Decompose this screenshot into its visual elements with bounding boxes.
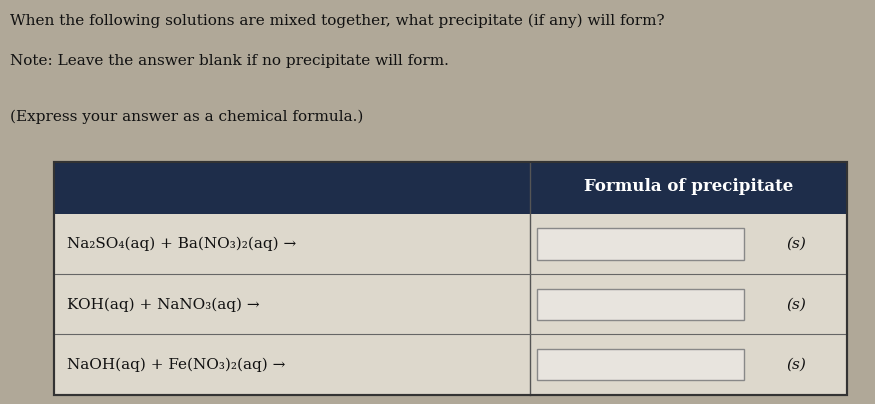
Text: (s): (s) <box>786 358 806 372</box>
Text: Formula of precipitate: Formula of precipitate <box>584 179 794 196</box>
Text: (s): (s) <box>786 297 806 311</box>
Bar <box>537 229 745 260</box>
Text: NaOH(aq) + Fe(NO₃)₂(aq) →: NaOH(aq) + Fe(NO₃)₂(aq) → <box>66 357 285 372</box>
Text: (Express your answer as a chemical formula.): (Express your answer as a chemical formu… <box>10 110 363 124</box>
Bar <box>537 289 745 320</box>
Text: Note: Leave the answer blank if no precipitate will form.: Note: Leave the answer blank if no preci… <box>10 54 449 67</box>
Text: Na₂SO₄(aq) + Ba(NO₃)₂(aq) →: Na₂SO₄(aq) + Ba(NO₃)₂(aq) → <box>66 237 296 251</box>
Text: KOH(aq) + NaNO₃(aq) →: KOH(aq) + NaNO₃(aq) → <box>66 297 259 311</box>
Text: When the following solutions are mixed together, what precipitate (if any) will : When the following solutions are mixed t… <box>10 13 665 28</box>
Bar <box>537 349 745 380</box>
Text: (s): (s) <box>786 237 806 251</box>
